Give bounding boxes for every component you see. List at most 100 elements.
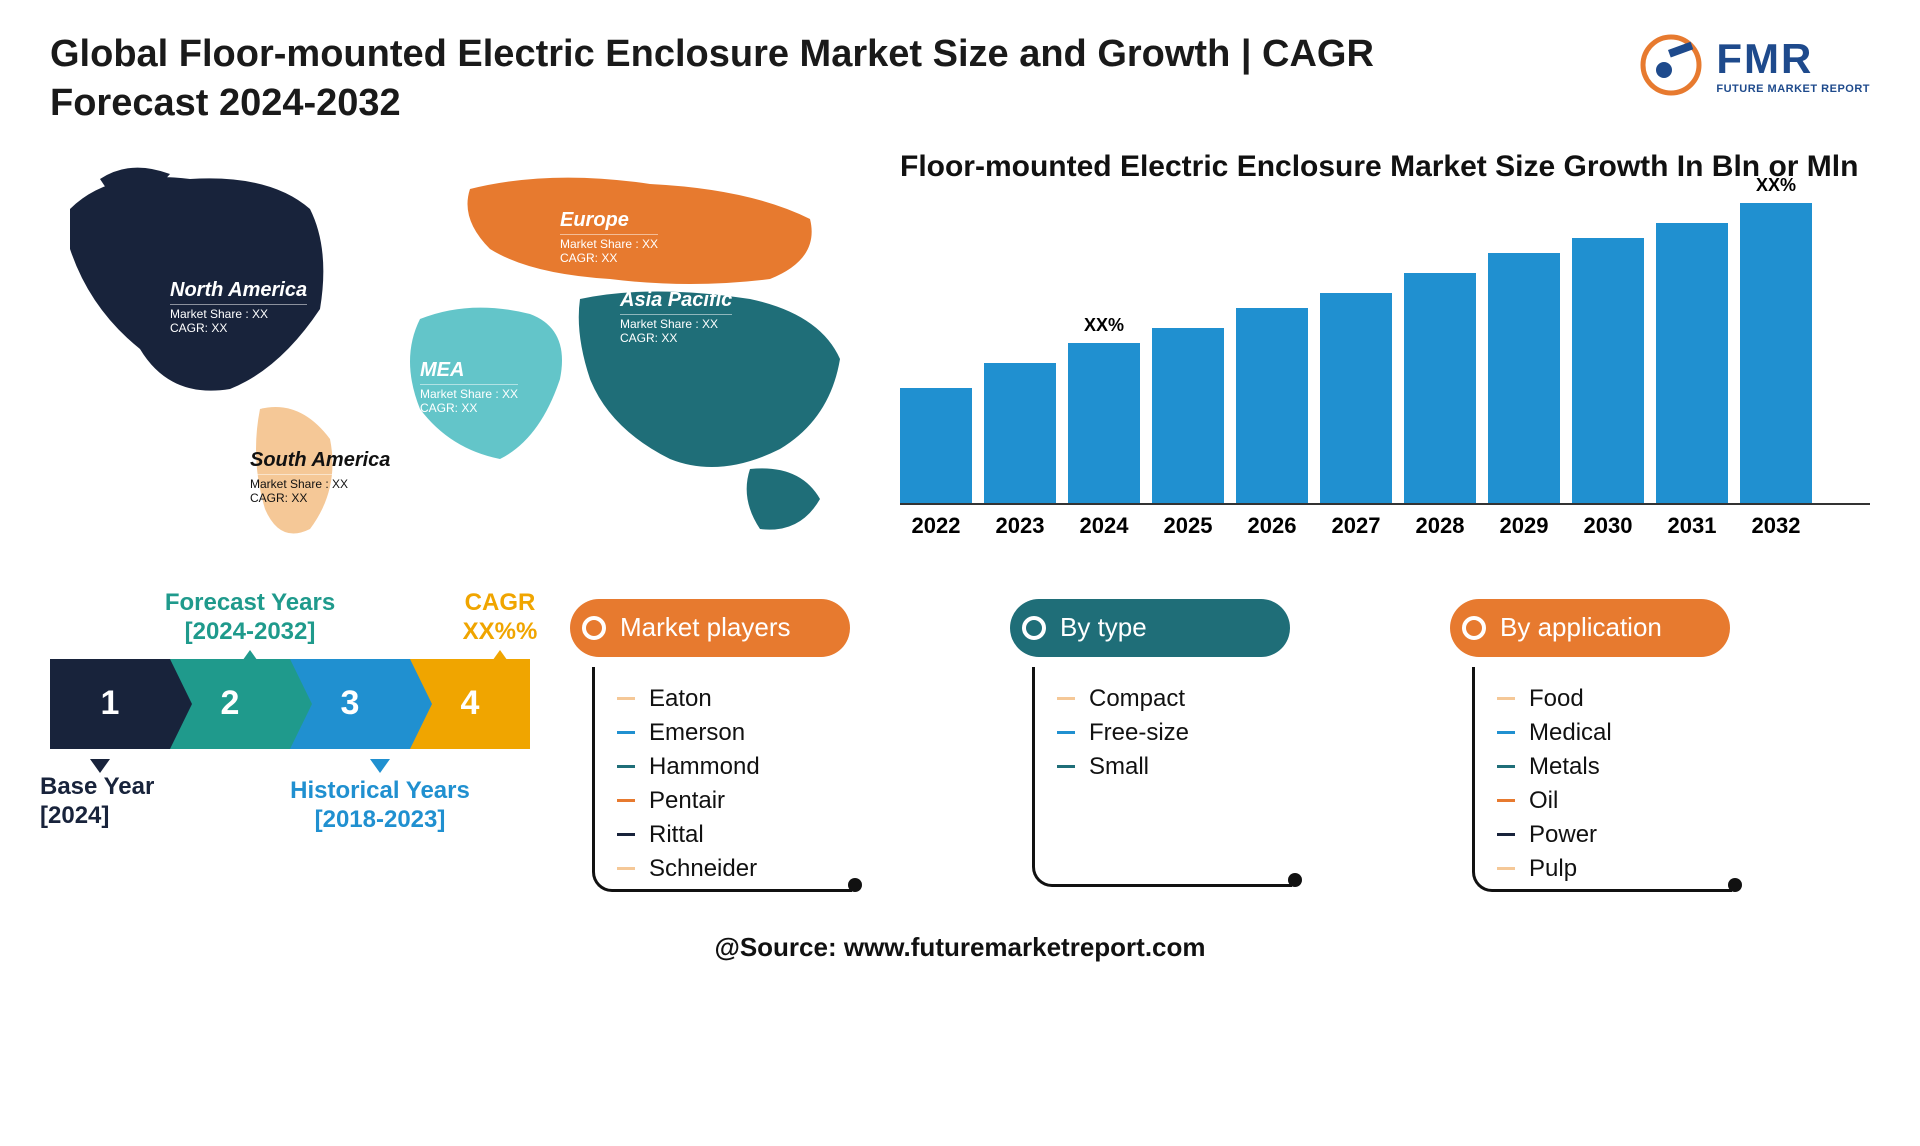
- timeline-segment-1: 1: [50, 659, 170, 749]
- category-item: Hammond: [617, 753, 852, 781]
- growth-chart: Floor-mounted Electric Enclosure Market …: [900, 149, 1870, 549]
- tick-icon: [1497, 833, 1515, 836]
- category-list: Compact Free-size Small: [1032, 667, 1292, 887]
- bar-2029: [1488, 253, 1560, 503]
- forecast-label: Forecast Years [2024-2032]: [160, 589, 340, 665]
- historical-label: Historical Years [2018-2023]: [270, 755, 490, 835]
- bar-col-2031: [1656, 223, 1728, 503]
- bar-2032: XX%: [1740, 203, 1812, 503]
- tick-icon: [617, 833, 635, 836]
- category-item-label: Oil: [1529, 787, 1558, 815]
- category-item: Rittal: [617, 821, 852, 849]
- timeline: Forecast Years [2024-2032] CAGR XX%% 123…: [50, 589, 550, 892]
- source-attribution: @Source: www.futuremarketreport.com: [50, 932, 1870, 963]
- category-item: Medical: [1497, 719, 1732, 747]
- category-item: Pentair: [617, 787, 852, 815]
- category-item-label: Pentair: [649, 787, 725, 815]
- by-type-section: By type Compact Free-size Small: [1010, 589, 1430, 892]
- category-pill: Market players: [570, 599, 850, 657]
- category-item-label: Rittal: [649, 821, 704, 849]
- tick-icon: [617, 867, 635, 870]
- category-item-label: Emerson: [649, 719, 745, 747]
- region-label-ap: Asia PacificMarket Share : XXCAGR: XX: [620, 289, 732, 345]
- chart-title: Floor-mounted Electric Enclosure Market …: [900, 149, 1870, 185]
- tick-icon: [617, 731, 635, 734]
- category-list: Eaton Emerson Hammond Pentair Rittal Schneide…: [592, 667, 852, 892]
- fmr-logo: FMR FUTURE MARKET REPORT: [1636, 30, 1870, 100]
- category-item: Small: [1057, 753, 1292, 781]
- tick-icon: [1497, 697, 1515, 700]
- category-item-label: Eaton: [649, 685, 712, 713]
- category-item-label: Food: [1529, 685, 1584, 713]
- by-application-section: By applicationFoodMedicalMetalsOilPowerP…: [1450, 589, 1870, 892]
- page-title: Global Floor-mounted Electric Enclosure …: [50, 30, 1450, 129]
- bar-col-2030: [1572, 238, 1644, 503]
- category-item-label: Free-size: [1089, 719, 1189, 747]
- bar-col-2027: [1320, 293, 1392, 503]
- category-item: Metals: [1497, 753, 1732, 781]
- bar-2027: [1320, 293, 1392, 503]
- bar-2025: [1152, 328, 1224, 503]
- bar-x-label: 2031: [1656, 513, 1728, 539]
- category-item: Eaton: [617, 685, 852, 713]
- tick-icon: [1497, 867, 1515, 870]
- region-label-eu: EuropeMarket Share : XXCAGR: XX: [560, 209, 658, 265]
- bar-col-2023: [984, 363, 1056, 503]
- tick-icon: [617, 765, 635, 768]
- bar-col-2024: XX%: [1068, 343, 1140, 503]
- logo-fmr-text: FMR: [1716, 35, 1870, 83]
- category-item: Emerson: [617, 719, 852, 747]
- cagr-label: CAGR XX%%: [440, 589, 560, 665]
- category-item-label: Schneider: [649, 855, 757, 883]
- world-map: North AmericaMarket Share : XXCAGR: XXSo…: [50, 149, 870, 549]
- category-item: Food: [1497, 685, 1732, 713]
- bar-x-label: 2025: [1152, 513, 1224, 539]
- tick-icon: [617, 697, 635, 700]
- bar-2022: [900, 388, 972, 503]
- bar-2030: [1572, 238, 1644, 503]
- bar-x-label: 2026: [1236, 513, 1308, 539]
- logo-sub-text: FUTURE MARKET REPORT: [1716, 83, 1870, 95]
- bar-2028: [1404, 273, 1476, 503]
- tick-icon: [1497, 731, 1515, 734]
- category-pill: By type: [1010, 599, 1290, 657]
- tick-icon: [1057, 697, 1075, 700]
- bar-2023: [984, 363, 1056, 503]
- bar-annotation: XX%: [1084, 315, 1124, 336]
- category-item: Oil: [1497, 787, 1732, 815]
- bar-col-2029: [1488, 253, 1560, 503]
- base-year-label: Base Year [2024]: [40, 755, 200, 831]
- market-players-section: Market players Eaton Emerson Hammond Pentair…: [570, 589, 990, 892]
- bar-x-label: 2022: [900, 513, 972, 539]
- bar-2031: [1656, 223, 1728, 503]
- category-item-label: Compact: [1089, 685, 1185, 713]
- category-item-label: Power: [1529, 821, 1597, 849]
- bar-x-label: 2023: [984, 513, 1056, 539]
- bar-col-2028: [1404, 273, 1476, 503]
- bar-annotation: XX%: [1756, 175, 1796, 196]
- bar-col-2022: [900, 388, 972, 503]
- category-item: Schneider: [617, 855, 852, 883]
- region-label-sa: South AmericaMarket Share : XXCAGR: XX: [250, 449, 390, 505]
- bar-col-2025: [1152, 328, 1224, 503]
- tick-icon: [1057, 765, 1075, 768]
- bar-2026: [1236, 308, 1308, 503]
- bar-x-label: 2027: [1320, 513, 1392, 539]
- category-list: FoodMedicalMetalsOilPowerPulp: [1472, 667, 1732, 892]
- bar-col-2026: [1236, 308, 1308, 503]
- category-item-label: Hammond: [649, 753, 760, 781]
- category-item-label: Medical: [1529, 719, 1612, 747]
- bar-x-label: 2030: [1572, 513, 1644, 539]
- category-item-label: Metals: [1529, 753, 1600, 781]
- bar-col-2032: XX%: [1740, 203, 1812, 503]
- bar-x-label: 2032: [1740, 513, 1812, 539]
- category-item: Compact: [1057, 685, 1292, 713]
- bar-x-label: 2024: [1068, 513, 1140, 539]
- tick-icon: [1497, 765, 1515, 768]
- category-item: Power: [1497, 821, 1732, 849]
- tick-icon: [617, 799, 635, 802]
- bar-2024: XX%: [1068, 343, 1140, 503]
- category-item-label: Small: [1089, 753, 1149, 781]
- bar-x-label: 2029: [1488, 513, 1560, 539]
- timeline-bar: 1234: [50, 659, 550, 749]
